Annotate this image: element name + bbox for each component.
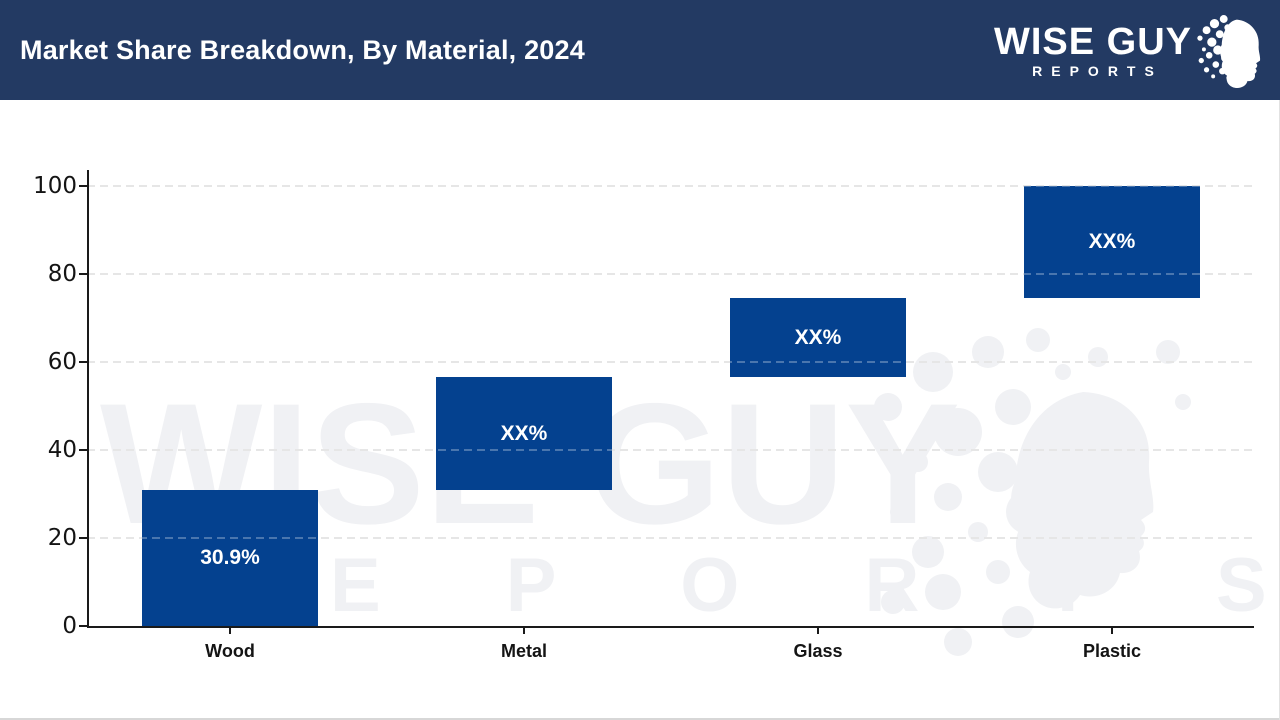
gridline — [87, 449, 1253, 451]
bottom-border — [0, 718, 1280, 720]
y-tick-label: 0 — [62, 613, 77, 639]
bar-value-label: XX% — [794, 325, 842, 349]
logo-wordmark: WISE GUY — [993, 20, 1192, 63]
x-tick-mark — [523, 626, 525, 634]
x-label-plastic: Plastic — [1082, 641, 1142, 661]
gridline-overlay — [87, 537, 1253, 539]
logo-text: WISE GUY REPORTS — [994, 23, 1192, 78]
page-title: Market Share Breakdown, By Material, 202… — [20, 34, 585, 65]
bar-wood: 30.9% — [142, 490, 318, 626]
gridline — [87, 537, 1253, 539]
x-tick-mark — [229, 626, 231, 634]
x-tick-mark — [817, 626, 819, 634]
y-tick-mark — [79, 537, 87, 539]
watermark-head-icon — [874, 328, 1191, 656]
bar-value-label: XX% — [500, 421, 548, 445]
logo-subtext: REPORTS — [1032, 62, 1163, 79]
gridline-overlay — [87, 449, 1253, 451]
x-label-metal: Metal — [500, 641, 547, 661]
gridline — [87, 185, 1253, 187]
y-tick-mark — [79, 625, 87, 627]
y-tick-mark — [79, 273, 87, 275]
y-tick-mark — [79, 361, 87, 363]
y-tick-label: 80 — [47, 261, 77, 287]
y-tick-label: 40 — [47, 437, 77, 463]
y-tick-mark — [79, 185, 87, 187]
chart-area: WISE GUY R E P O R T S 0 20 40 60 80 100 30.9%… — [0, 100, 1280, 718]
bar-plastic: XX% — [1024, 186, 1200, 299]
y-axis-line — [87, 170, 89, 628]
gridline-overlay — [87, 273, 1253, 275]
wiseguy-logo: WISE GUY REPORTS — [994, 10, 1262, 90]
x-label-wood: Wood — [205, 641, 255, 661]
x-tick-mark — [1111, 626, 1113, 634]
y-tick-label: 20 — [47, 525, 77, 551]
y-tick-label: 100 — [33, 173, 77, 199]
wiseguy-head-icon — [1197, 15, 1261, 88]
header-bar: Market Share Breakdown, By Material, 202… — [0, 0, 1280, 100]
y-tick-label: 60 — [47, 349, 77, 375]
bar-metal: XX% — [436, 377, 612, 491]
gridline-overlay — [87, 361, 1253, 363]
bar-value-label: XX% — [1088, 230, 1136, 254]
x-label-glass: Glass — [793, 641, 843, 661]
bar-value-label: 30.9% — [200, 546, 260, 569]
gridline — [87, 361, 1253, 363]
gridline — [87, 273, 1253, 275]
y-tick-mark — [79, 449, 87, 451]
gridline-overlay — [87, 185, 1253, 187]
bar-glass: XX% — [730, 298, 906, 378]
x-axis-line — [87, 626, 1254, 628]
